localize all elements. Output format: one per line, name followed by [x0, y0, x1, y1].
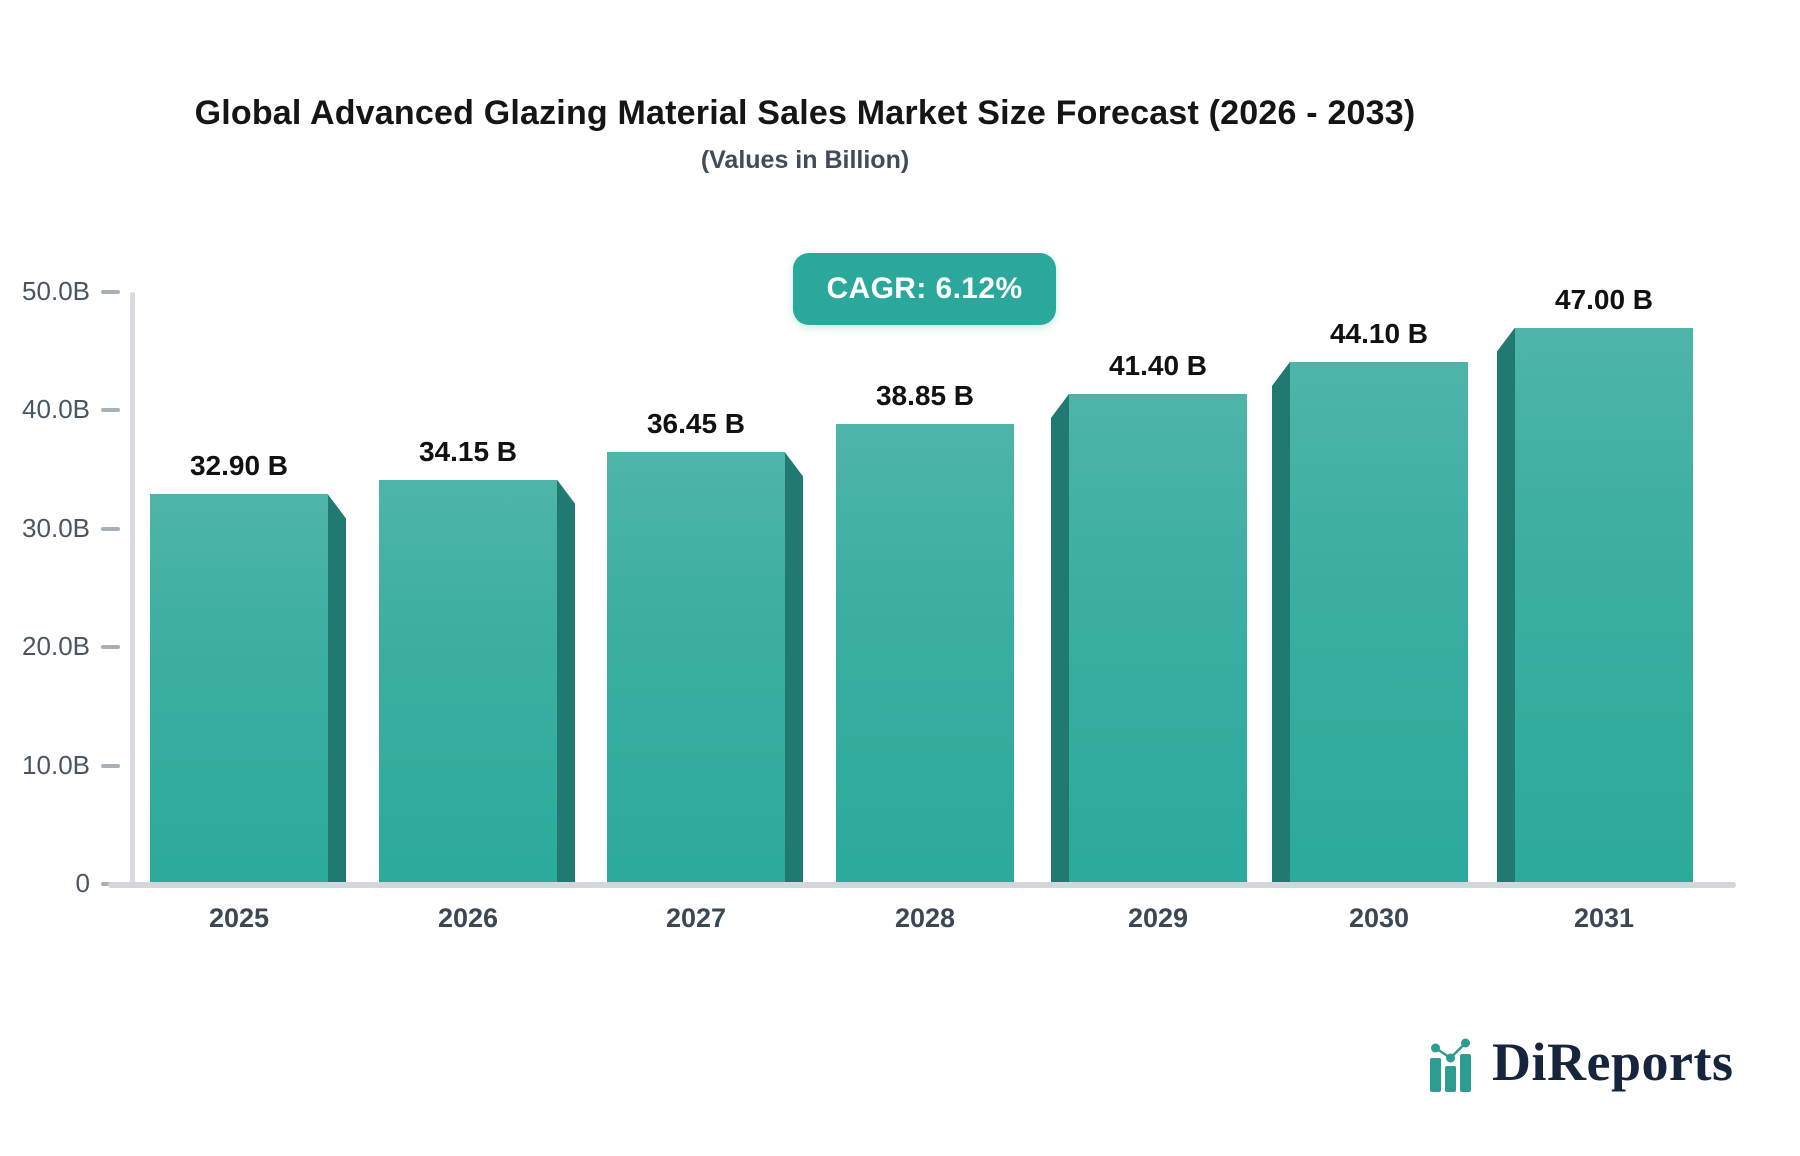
- bar-2026: [379, 479, 557, 884]
- x-tick-label: 2031: [1573, 903, 1635, 933]
- bar-side-face-2029: [1051, 393, 1069, 884]
- x-tick-label: 2030: [1348, 903, 1410, 933]
- direports-logo: DiReports: [1424, 1028, 1733, 1096]
- bar-value-label: 32.90 B: [189, 450, 289, 482]
- y-tick-dash: [101, 290, 120, 294]
- bar-2027: [607, 452, 785, 884]
- y-tick-dash: [101, 645, 120, 650]
- y-axis-line: [130, 292, 135, 884]
- bar-side-face-2025: [328, 494, 346, 884]
- bar-side-face-2031: [1497, 327, 1515, 884]
- bar-value-label: 38.85 B: [875, 380, 975, 412]
- x-tick-label: 2029: [1127, 903, 1189, 933]
- bar-side-face-2027: [785, 452, 803, 884]
- bar-value-label: 44.10 B: [1329, 317, 1429, 349]
- y-tick-dash: [101, 526, 120, 531]
- y-tick-label: 40.0B: [22, 394, 90, 425]
- bar-2028: [836, 424, 1014, 884]
- y-tick-dash: [101, 408, 120, 413]
- x-tick-label: 2025: [208, 903, 270, 933]
- y-tick-dash: [101, 763, 120, 768]
- logo-text: DiReports: [1492, 1032, 1734, 1092]
- bar-side-face-2030: [1272, 361, 1290, 884]
- x-tick-label: 2026: [437, 903, 499, 933]
- chart-subtitle: (Values in Billion): [700, 146, 910, 174]
- y-tick-label: 0: [75, 868, 90, 898]
- mini-bar-line-chart-icon: [1430, 1038, 1471, 1092]
- x-tick-label: 2028: [894, 903, 956, 933]
- bar-2030: [1290, 361, 1468, 884]
- bar-value-label: 34.15 B: [418, 435, 518, 467]
- y-tick-label: 10.0B: [22, 749, 90, 780]
- bar-side-face-2026: [557, 479, 575, 884]
- bar-value-label: 47.00 B: [1554, 283, 1654, 315]
- chart-title: Global Advanced Glazing Material Sales M…: [194, 94, 1416, 132]
- bar-2031: [1515, 327, 1693, 884]
- cagr-badge: CAGR: 6.12%: [793, 253, 1056, 325]
- bar-2029: [1069, 393, 1247, 884]
- y-tick-label: 20.0B: [22, 631, 90, 662]
- bar-value-label: 41.40 B: [1108, 349, 1208, 381]
- bar-value-label: 36.45 B: [646, 408, 746, 440]
- x-tick-label: 2027: [665, 903, 727, 933]
- y-tick-label: 30.0B: [22, 512, 90, 543]
- x-axis-baseline: [108, 882, 1736, 888]
- bar-2025: [150, 494, 328, 884]
- y-tick-label: 50.0B: [22, 276, 90, 306]
